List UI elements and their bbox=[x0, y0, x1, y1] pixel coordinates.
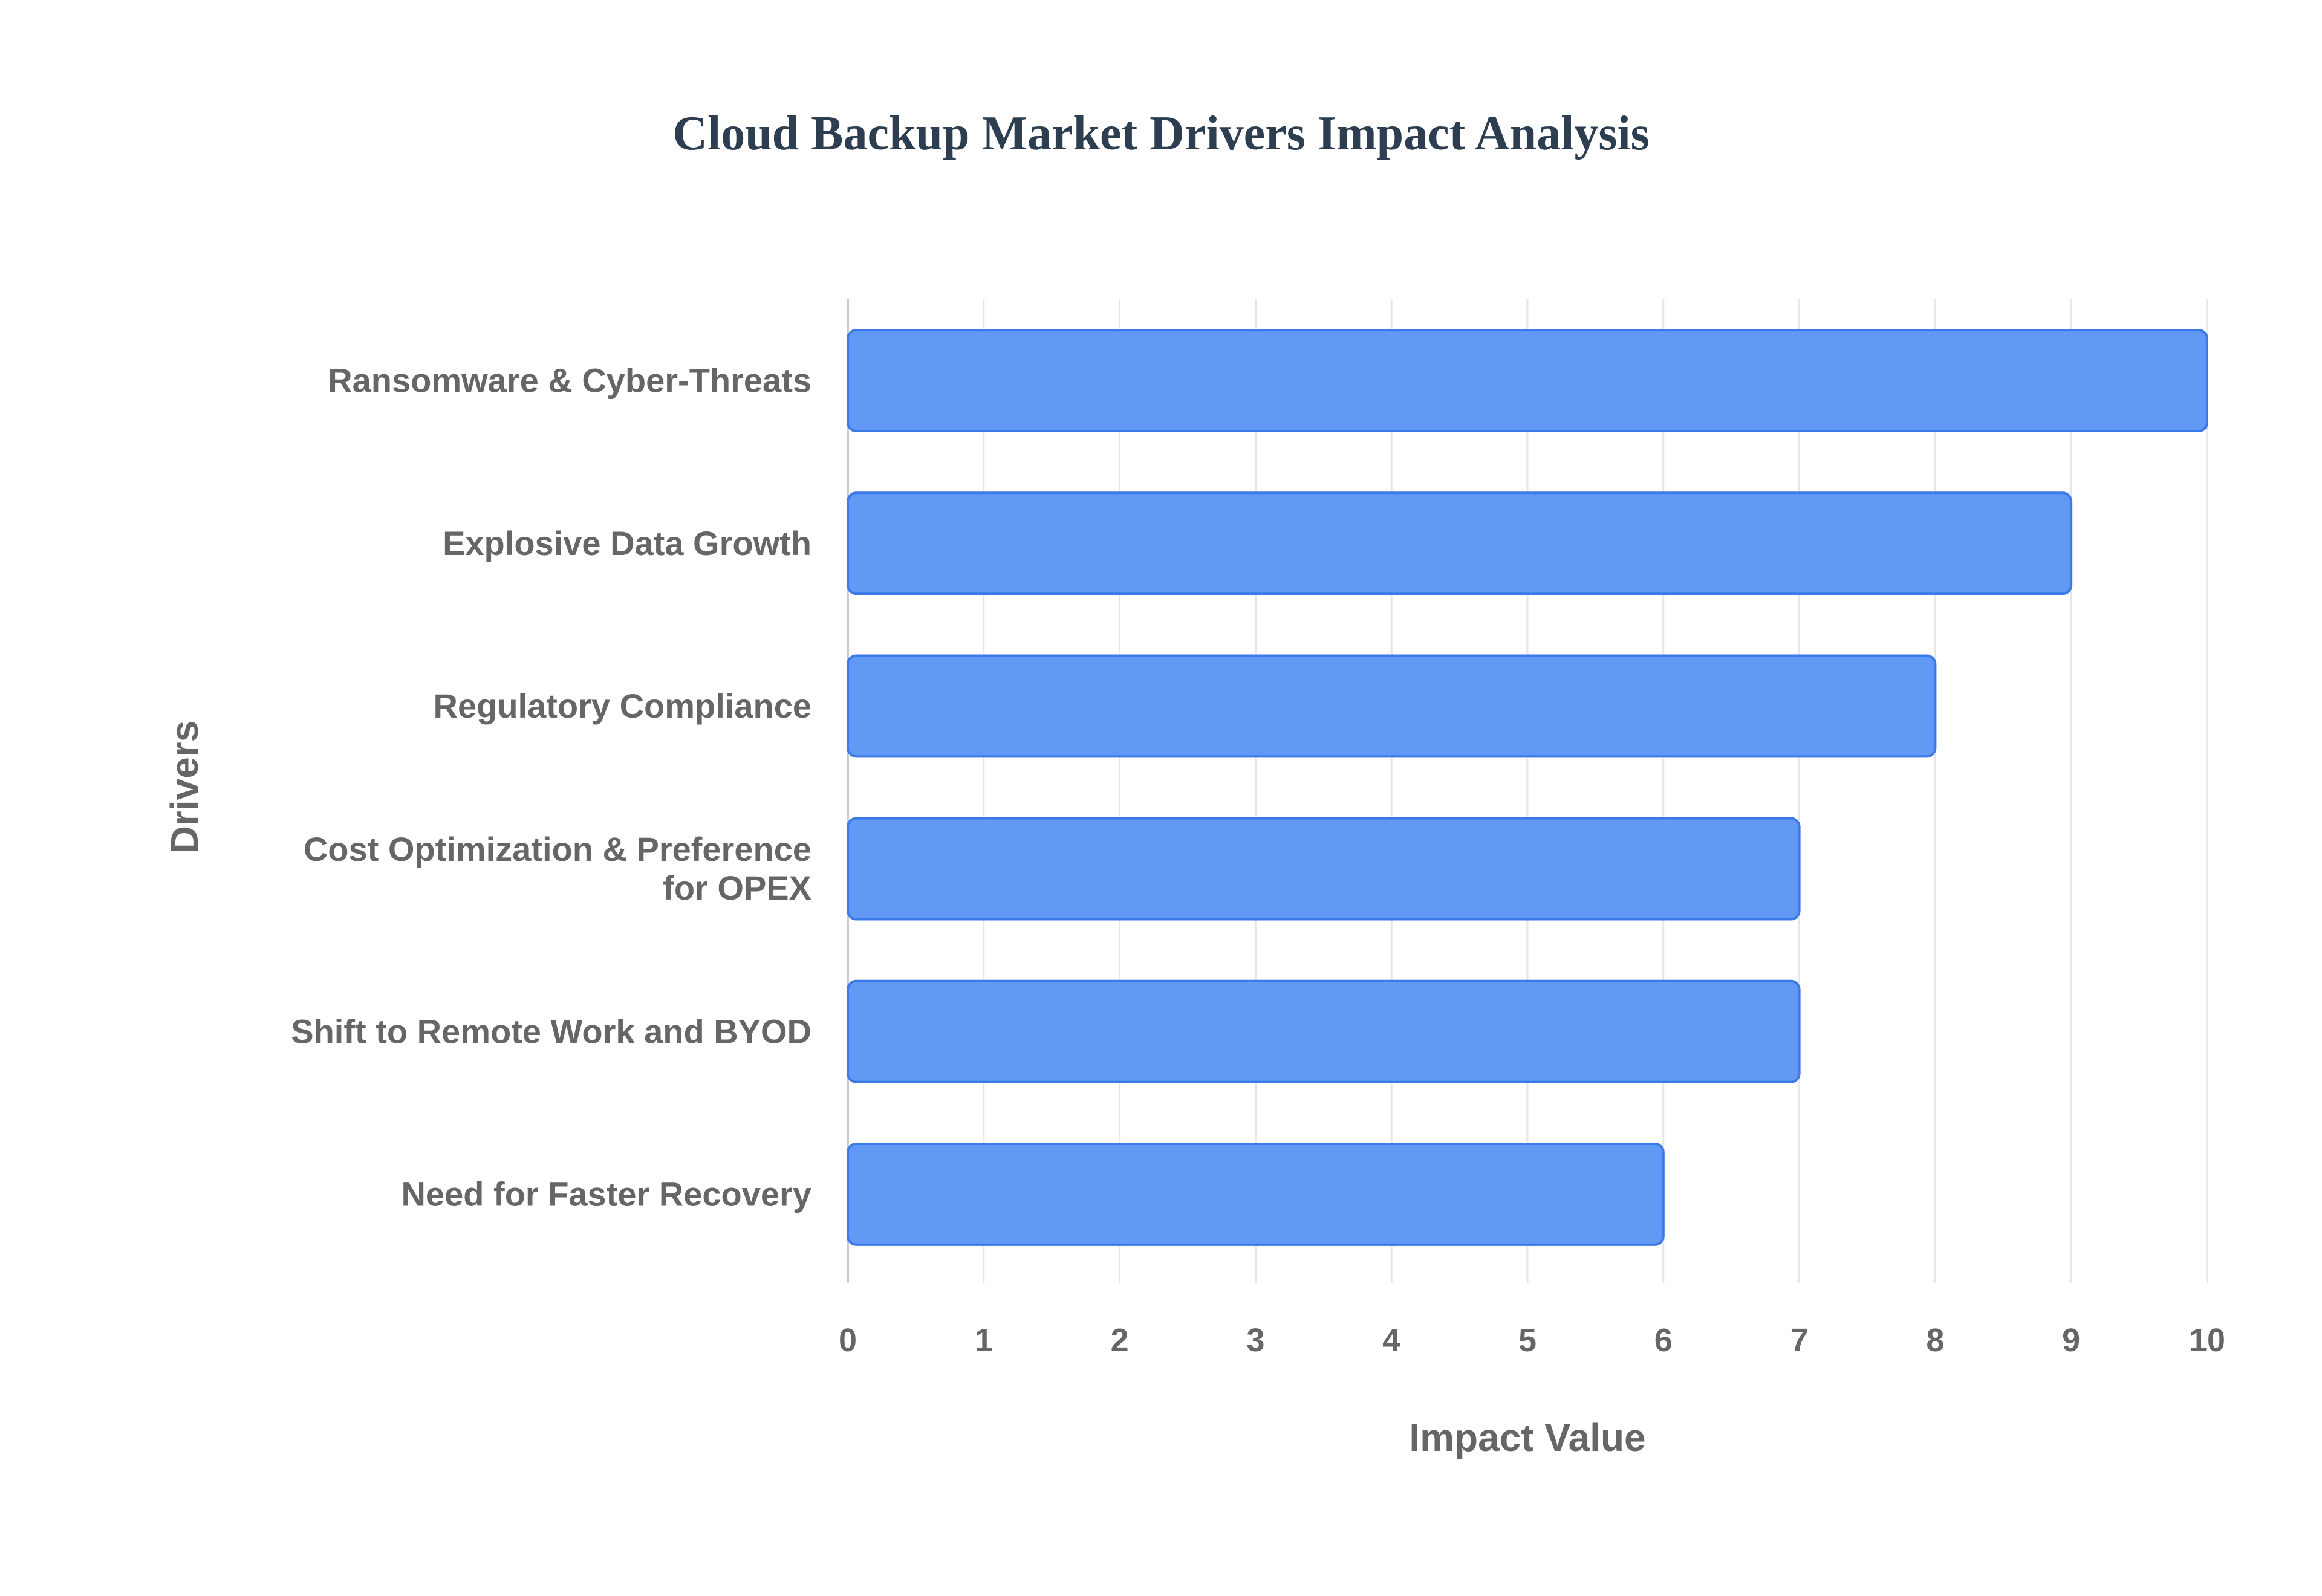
x-tick-label: 8 bbox=[1926, 1322, 1944, 1358]
x-tick-label: 1 bbox=[975, 1322, 993, 1358]
x-tick-label: 9 bbox=[2062, 1322, 2080, 1358]
x-tick-label: 5 bbox=[1518, 1322, 1537, 1358]
axes: 0 1 2 3 4 5 6 7 8 9 10 Ransomware & Cyber-Threats Ex… bbox=[291, 362, 2225, 1358]
bar bbox=[847, 979, 1801, 1083]
y-tick-label: Need for Faster Recovery bbox=[401, 1175, 811, 1213]
bar bbox=[847, 654, 1937, 758]
x-tick-label: 7 bbox=[1790, 1322, 1809, 1358]
y-tick-label: Shift to Remote Work and BYOD bbox=[291, 1012, 811, 1050]
bars bbox=[847, 329, 2208, 1246]
chart-title: Cloud Backup Market Drivers Impact Analy… bbox=[672, 107, 1650, 160]
x-tick-label: 6 bbox=[1654, 1322, 1673, 1358]
grid-lines bbox=[847, 299, 2208, 1283]
y-tick-label: Cost Optimization & Preference for OPEX bbox=[304, 830, 811, 907]
x-tick-label: 10 bbox=[2189, 1322, 2225, 1358]
y-tick-label: Ransomware & Cyber-Threats bbox=[328, 362, 811, 400]
bar bbox=[847, 817, 1801, 921]
x-axis-title: Impact Value bbox=[1409, 1416, 1645, 1459]
y-tick-label: Explosive Data Growth bbox=[443, 524, 811, 562]
x-tick-label: 3 bbox=[1246, 1322, 1264, 1358]
x-tick-label: 2 bbox=[1111, 1322, 1129, 1358]
y-axis-title: Drivers bbox=[163, 721, 206, 854]
x-tick-label: 0 bbox=[839, 1322, 857, 1358]
bar bbox=[847, 491, 2073, 595]
bar bbox=[847, 329, 2208, 433]
x-tick-label: 4 bbox=[1382, 1322, 1400, 1358]
y-tick-label: Regulatory Compliance bbox=[434, 687, 811, 725]
bar bbox=[847, 1142, 1665, 1246]
